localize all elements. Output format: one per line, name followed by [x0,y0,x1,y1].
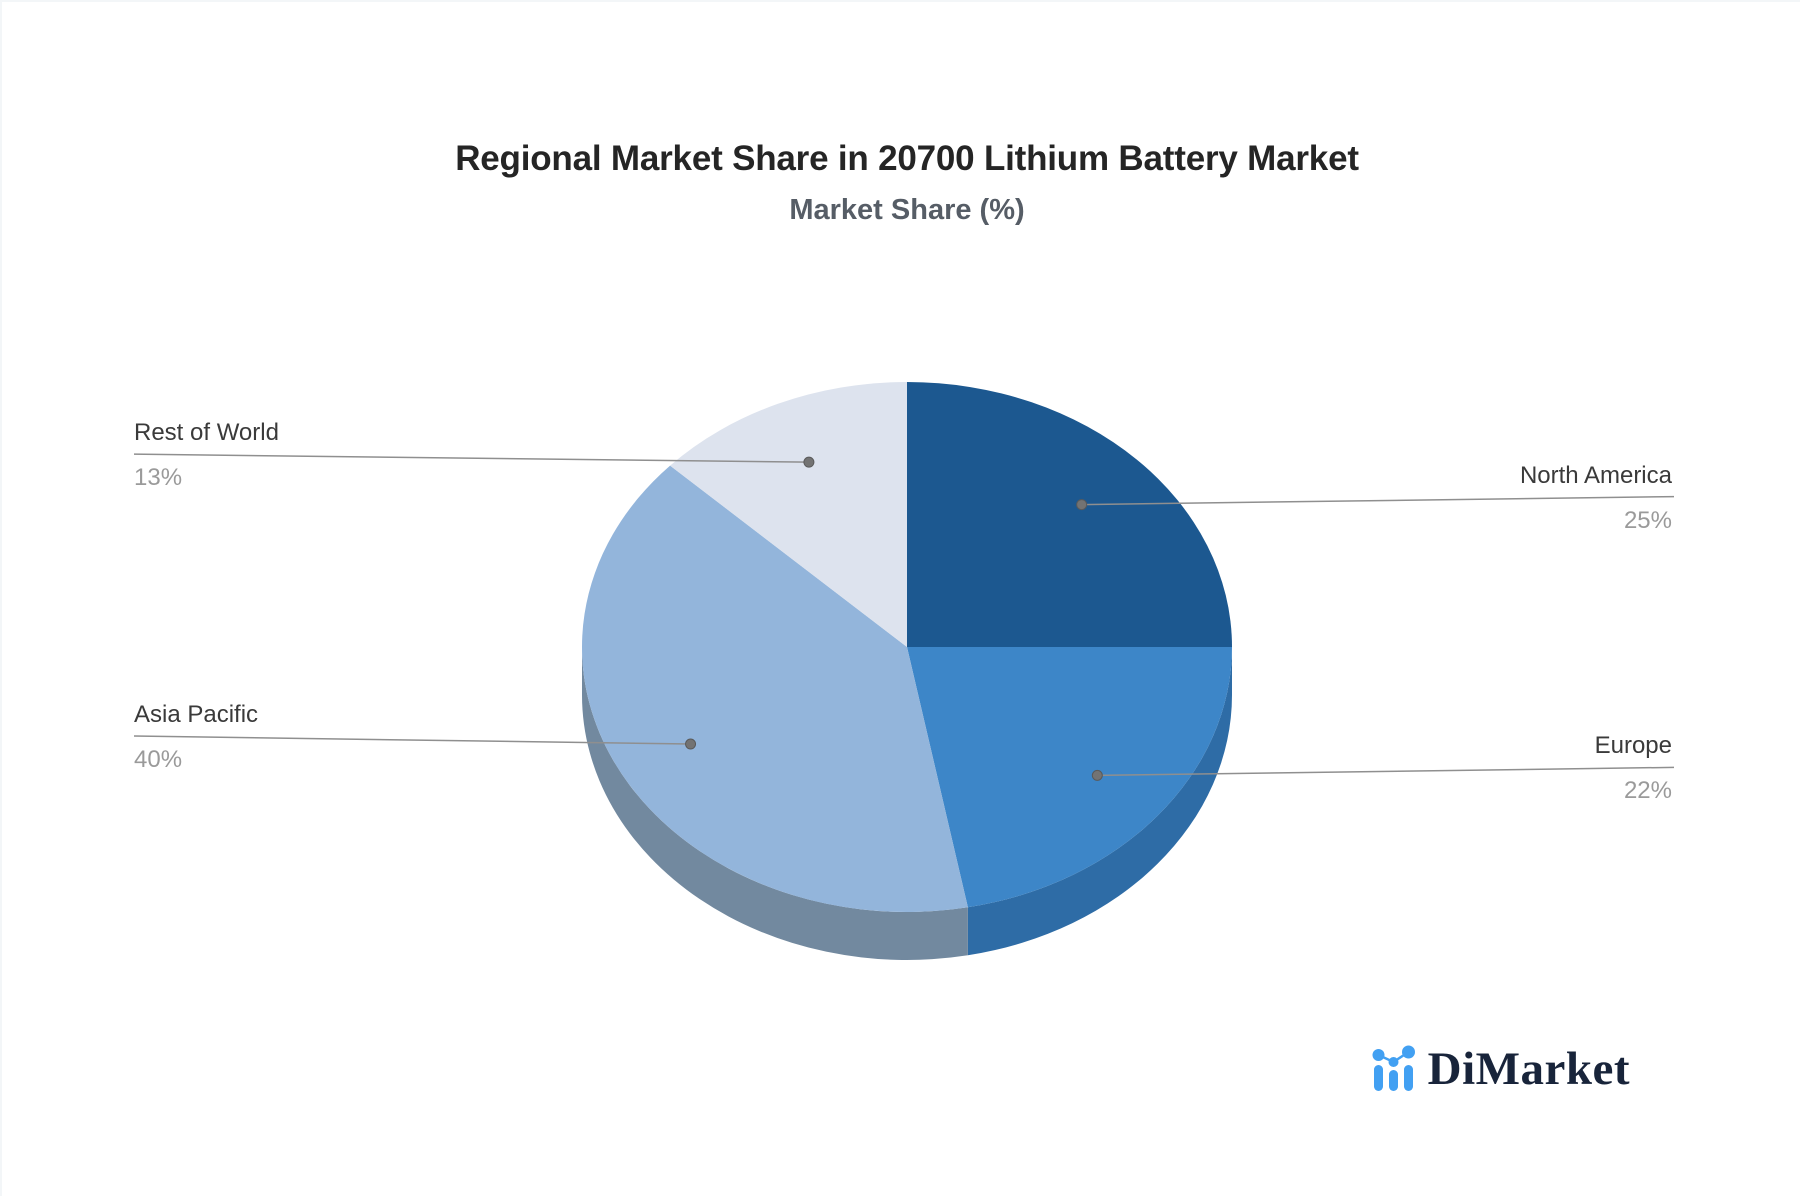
logo-dot-1 [1372,1049,1385,1061]
chart-subtitle: Market Share (%) [789,194,1025,226]
pie-slice-north-america[interactable] [907,382,1232,647]
dimarket-logo-text: DiMarket [1427,1043,1630,1095]
pie-slice-asia-pacific[interactable] [582,465,968,912]
callout-line-asia-pacific [133,735,691,745]
callout-line-north-america [1081,495,1675,506]
pie-slice-depth-europe [967,647,1232,956]
callout-dot-north-america [1076,499,1088,511]
logo-dot-3 [1401,1045,1415,1059]
logo-bar-2 [1388,1070,1398,1091]
logo-bar-3 [1403,1065,1413,1091]
bar-chart-icon [1372,1045,1415,1091]
pie-slice-depth-asia-pacific [582,647,968,960]
dimarket-logo: DiMarket [1370,1044,1630,1094]
callout-dot-europe [1091,769,1103,781]
callout-line-europe [1097,766,1675,777]
chart-title: Regional Market Share in 20700 Lithium B… [455,139,1359,178]
logo-dot-2 [1388,1057,1399,1067]
pie-slice-europe[interactable] [907,647,1232,908]
callout-dot-asia-pacific [685,738,697,750]
callout-line-rest-of-world [133,453,809,463]
callout-dot-rest-of-world [803,456,815,468]
pie-slice-rest-of-world[interactable] [670,382,907,647]
logo-bar-1 [1373,1065,1383,1091]
